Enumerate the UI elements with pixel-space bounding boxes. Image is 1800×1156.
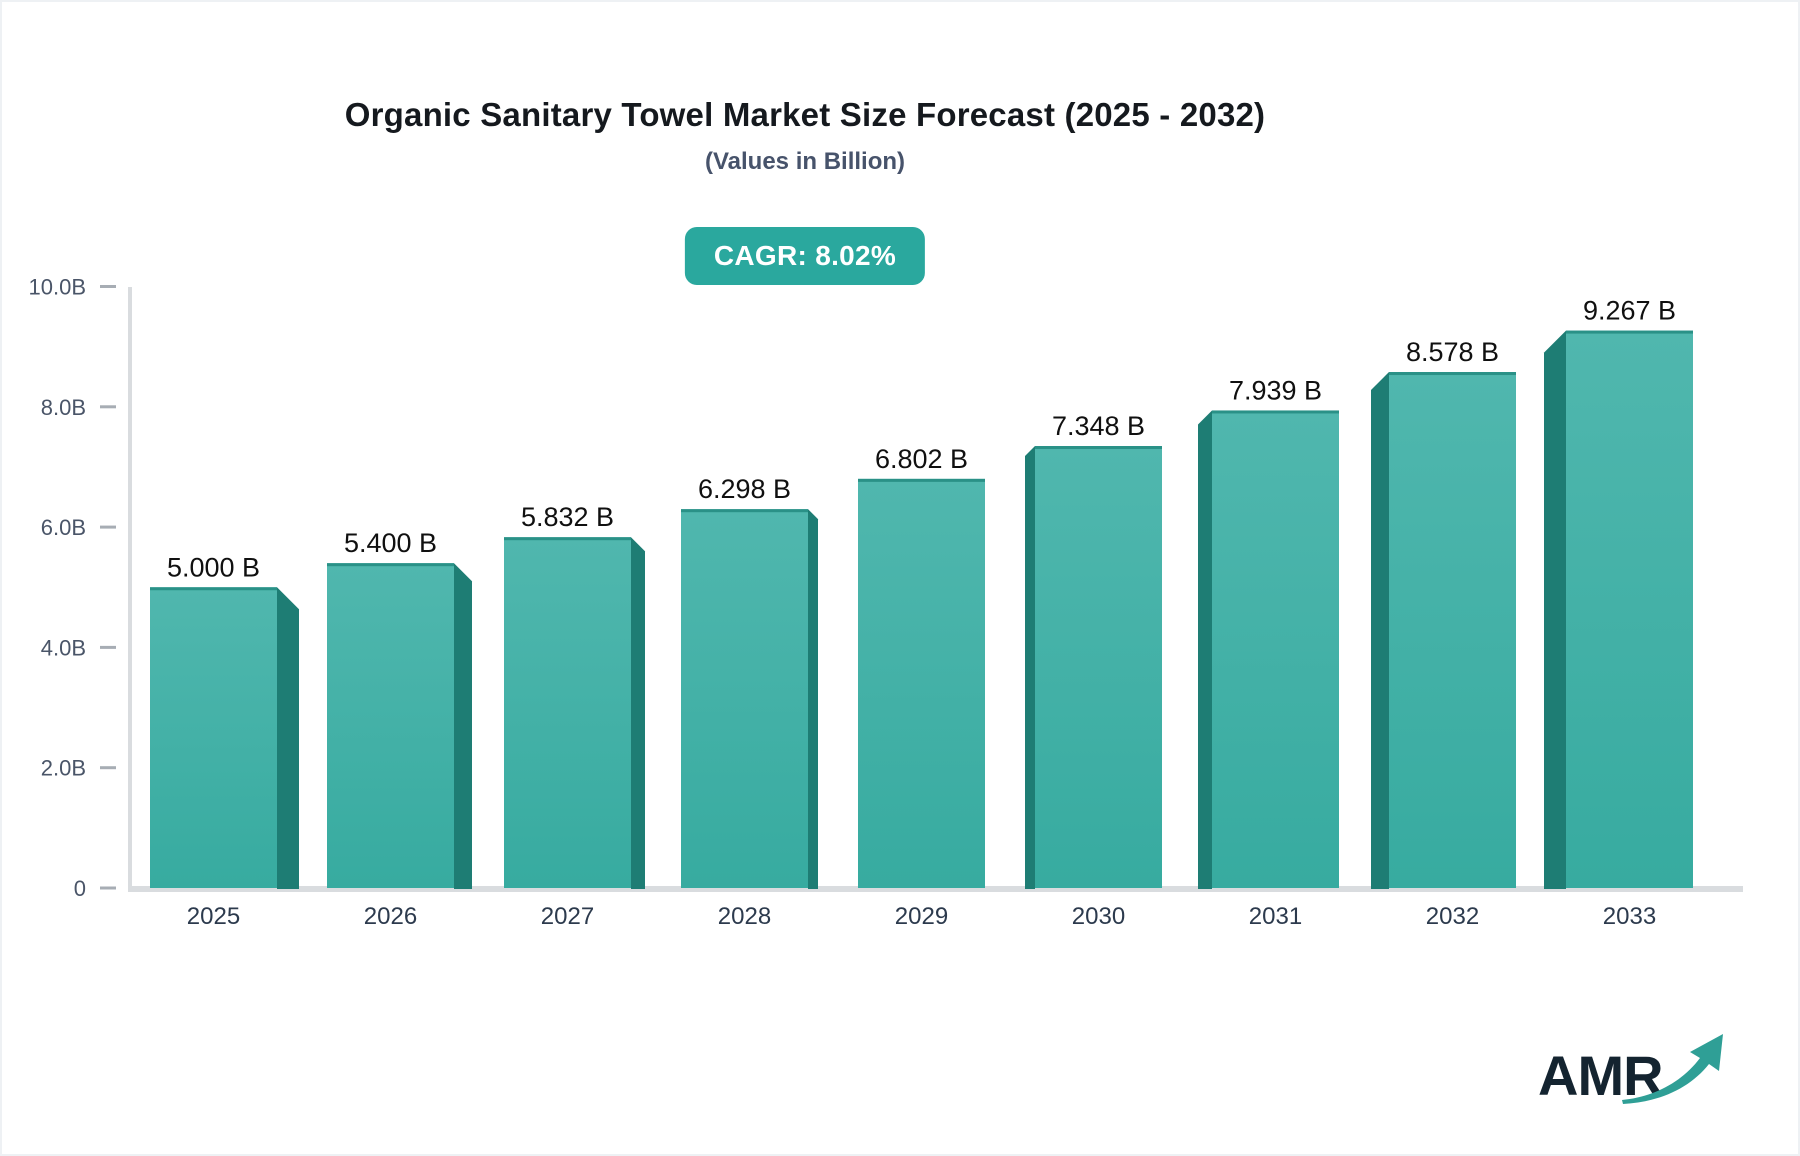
bar-value-label: 9.267 B: [1583, 296, 1676, 326]
x-axis-year-label: 2028: [718, 903, 771, 930]
bar-side-face: [1544, 330, 1566, 889]
bar-value-label: 8.578 B: [1406, 337, 1499, 367]
bar-top-edge: [1566, 330, 1693, 334]
bar-face: [1566, 330, 1693, 888]
bar-value-label: 5.400 B: [344, 528, 437, 558]
bar-face: [681, 509, 808, 888]
bar-face: [150, 587, 277, 888]
amr-logo: AMR: [1538, 1034, 1738, 1120]
x-axis-year-label: 2031: [1249, 903, 1302, 930]
bar-2027: 5.832 B 2027: [504, 502, 645, 930]
bar-2029: 6.802 B 2029: [858, 444, 985, 930]
bar-2031: 7.939 B 2031: [1198, 375, 1339, 930]
y-axis-line: [128, 287, 132, 892]
bar-2025: 5.000 B 2025: [150, 552, 299, 930]
y-tick-label: 4.0B: [41, 635, 86, 660]
bar-top-edge: [504, 537, 631, 541]
bar-2026: 5.400 B 2026: [327, 528, 472, 930]
bar-face: [1035, 446, 1162, 888]
y-tick-label: 8.0B: [41, 395, 86, 420]
bar-face: [1212, 410, 1339, 888]
x-axis-year-label: 2032: [1426, 903, 1479, 930]
bar-side-face: [631, 537, 645, 889]
bar-face: [504, 537, 631, 888]
bar-value-label: 6.802 B: [875, 444, 968, 474]
bar-value-label: 6.298 B: [698, 474, 791, 504]
bar-side-face: [808, 509, 818, 889]
x-axis-baseline: [128, 886, 1743, 892]
bar-face: [858, 478, 985, 888]
x-axis-year-label: 2025: [187, 903, 240, 930]
bar-top-edge: [327, 563, 454, 567]
bar-face: [1389, 372, 1516, 888]
bar-value-label: 5.000 B: [167, 552, 260, 582]
y-tick-label: 0: [74, 876, 86, 901]
bar-2028: 6.298 B 2028: [681, 474, 818, 930]
bar-top-edge: [681, 509, 808, 513]
bar-side-face: [1371, 372, 1389, 889]
bar-2033: 9.267 B 2033: [1544, 296, 1693, 930]
bar-top-edge: [1212, 410, 1339, 414]
x-axis-year-label: 2030: [1072, 903, 1125, 930]
bar-side-face: [454, 563, 472, 889]
bar-value-label: 7.939 B: [1229, 375, 1322, 405]
growth-arrow-icon: [1622, 1034, 1723, 1104]
chart-subtitle: (Values in Billion): [704, 148, 906, 175]
bar-2032: 8.578 B 2032: [1371, 337, 1516, 930]
x-axis-year-label: 2026: [364, 903, 417, 930]
bar-side-face: [277, 587, 299, 889]
bar-side-face: [1025, 446, 1035, 889]
bar-top-edge: [858, 478, 985, 482]
y-tick-label: 10.0B: [29, 275, 87, 300]
bar-top-edge: [1389, 372, 1516, 376]
x-axis-year-label: 2027: [541, 903, 594, 930]
bar-value-label: 5.832 B: [521, 502, 614, 532]
bar-value-label: 7.348 B: [1052, 411, 1145, 441]
bar-face: [327, 563, 454, 888]
chart-title: Organic Sanitary Towel Market Size Forec…: [344, 96, 1266, 133]
bar-top-edge: [1035, 446, 1162, 450]
bar-2030: 7.348 B 2030: [1025, 411, 1162, 930]
cagr-badge: CAGR: 8.02%: [684, 227, 926, 285]
bar-side-face: [1198, 410, 1212, 889]
x-axis-year-label: 2033: [1603, 903, 1656, 930]
x-axis-year-label: 2029: [895, 903, 948, 930]
y-tick-label: 6.0B: [41, 515, 86, 540]
y-tick-label: 2.0B: [41, 756, 86, 781]
bar-top-edge: [150, 587, 277, 591]
